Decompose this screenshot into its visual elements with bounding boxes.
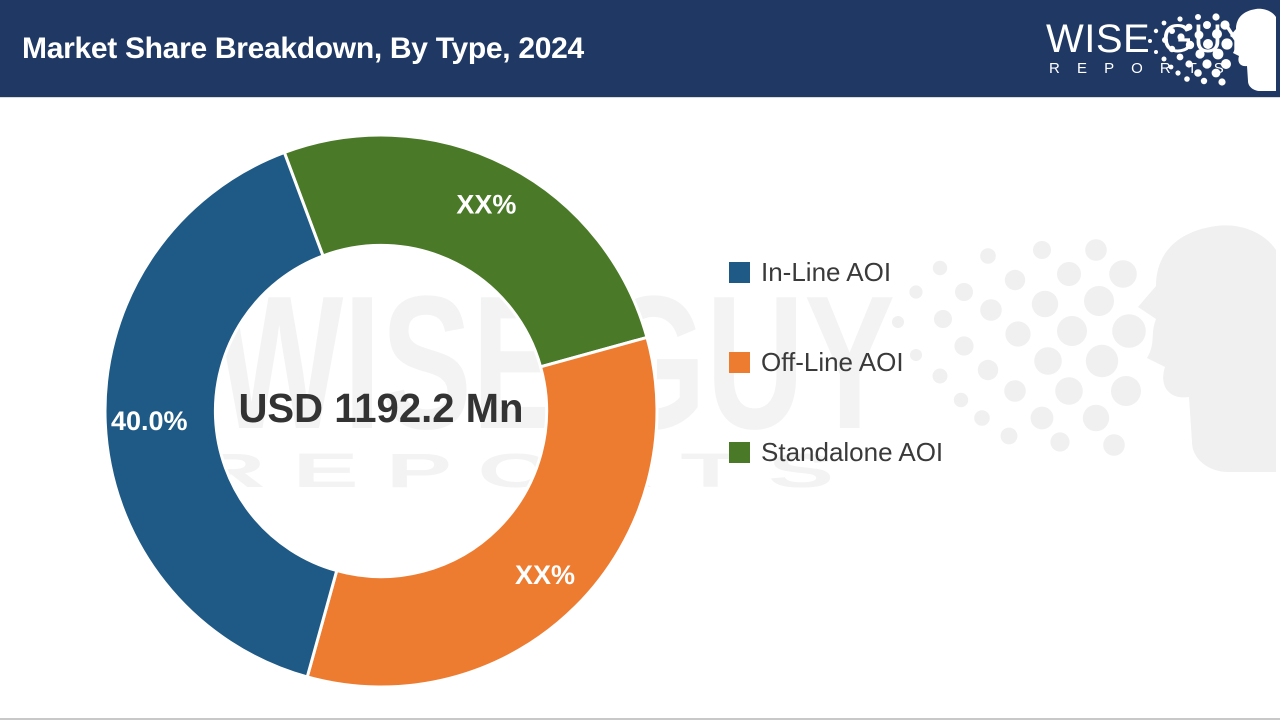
legend-swatch-orange [729, 351, 750, 373]
donut: XX% XX% 40.0% [103, 133, 659, 689]
legend-label: Standalone AOI [761, 436, 944, 467]
header-bar: Market Share Breakdown, By Type, 2024 WI… [0, 0, 1280, 98]
segment-value-label: 40.0% [111, 406, 188, 436]
watermark-face-icon [892, 225, 1276, 472]
donut-segment-standalone-aoi[interactable] [282, 133, 649, 369]
donut-center-value: USD 1192.2 Mn [239, 385, 524, 431]
logo-face-icon [1148, 8, 1276, 91]
donut-segment-in-line-aoi[interactable] [103, 150, 339, 679]
page-title: Market Share Breakdown, By Type, 2024 [22, 32, 584, 65]
donut-segment-off-line-aoi[interactable] [305, 335, 659, 689]
legend-label: In-Line AOI [761, 256, 892, 287]
legend-item-in-line-aoi[interactable]: In-Line AOI [729, 256, 943, 288]
wise-guy-reports-logo: WISE GUY R E P O R T S [1036, 5, 1276, 93]
logo-text: WISE GUY R E P O R T S [1046, 19, 1250, 77]
legend-item-standalone-aoi[interactable]: Standalone AOI [729, 436, 943, 468]
chart-legend: In-Line AOI Off-Line AOI Standalone AOI [729, 256, 943, 526]
segment-value-label: XX% [456, 189, 516, 219]
legend-swatch-green [729, 441, 750, 463]
watermark-text-line2: R E P O R T S [194, 445, 834, 498]
legend-swatch-blue [729, 261, 750, 283]
segment-value-label: XX% [515, 560, 575, 590]
legend-label: Off-Line AOI [761, 346, 904, 377]
legend-item-off-line-aoi[interactable]: Off-Line AOI [729, 346, 943, 378]
